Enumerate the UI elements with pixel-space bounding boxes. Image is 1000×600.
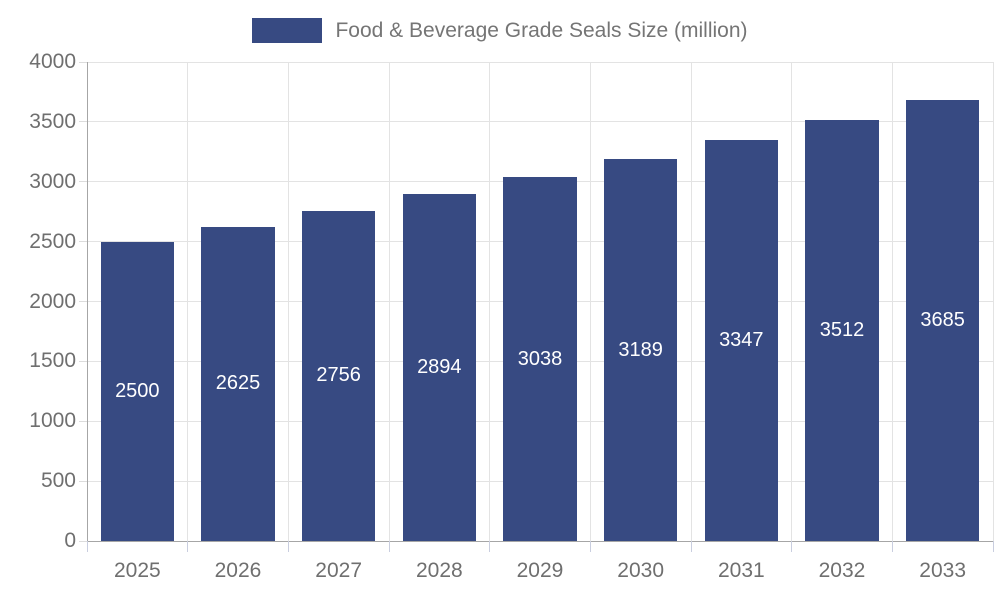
x-axis-line [87, 540, 993, 542]
v-gridline [891, 62, 893, 541]
bar-2029[interactable]: 3038 [503, 177, 577, 541]
y-tick [79, 241, 87, 243]
x-tick [992, 541, 994, 552]
legend-swatch [252, 18, 323, 43]
y-tick [79, 420, 87, 422]
y-axis-tick-label: 4000 [29, 50, 76, 73]
bar-value-label: 2894 [417, 356, 462, 379]
x-tick [690, 541, 692, 552]
legend-label: Food & Beverage Grade Seals Size (millio… [335, 18, 748, 42]
bar-2028[interactable]: 2894 [402, 194, 477, 541]
v-gridline [388, 62, 390, 541]
h-gridline [87, 61, 993, 63]
x-axis-tick-label: 2033 [919, 559, 967, 582]
y-tick [79, 181, 87, 183]
v-gridline [187, 62, 189, 541]
x-tick [791, 541, 793, 552]
y-tick [79, 480, 87, 482]
x-axis-tick-label: 2029 [516, 559, 564, 582]
v-gridline [287, 62, 289, 541]
bar-2030[interactable]: 3189 [603, 159, 678, 541]
y-tick [79, 360, 87, 362]
x-axis-tick-label: 2025 [113, 559, 161, 582]
bar-value-label: 3038 [517, 347, 563, 370]
y-axis-tick-label: 1000 [29, 409, 76, 433]
x-tick [589, 541, 591, 552]
x-axis-tick-label: 2030 [617, 559, 665, 582]
bar-2025[interactable]: 2500 [100, 241, 175, 541]
x-tick [287, 541, 289, 552]
y-axis-tick-label: 1500 [29, 349, 76, 373]
v-gridline [992, 62, 994, 541]
y-tick [79, 121, 87, 123]
x-axis-tick-label: 2031 [717, 559, 765, 582]
bar-value-label: 3512 [819, 319, 865, 342]
x-tick [187, 541, 189, 552]
y-tick [79, 61, 87, 63]
bar-2026[interactable]: 2625 [201, 226, 275, 541]
bar-2032[interactable]: 3512 [805, 120, 879, 541]
x-axis-tick-label: 2032 [818, 559, 866, 582]
bar-value-label: 3685 [920, 308, 965, 331]
x-tick [891, 541, 893, 552]
v-gridline [589, 62, 591, 541]
y-axis-tick-label: 2500 [29, 229, 76, 253]
v-gridline [690, 62, 692, 541]
x-tick [86, 541, 88, 552]
bar-2027[interactable]: 2756 [301, 210, 376, 541]
bar-value-label: 2625 [215, 372, 261, 395]
y-tick [79, 540, 87, 542]
y-tick [79, 301, 87, 302]
bar-value-label: 2500 [115, 379, 160, 402]
y-axis-tick-label: 500 [40, 469, 76, 493]
h-gridline [87, 121, 993, 123]
y-axis-tick-label: 0 [64, 529, 76, 552]
x-axis-tick-label: 2028 [415, 559, 463, 582]
x-axis-tick-label: 2027 [315, 559, 363, 582]
x-axis-tick-label: 2026 [214, 559, 262, 582]
y-axis-tick-label: 3000 [29, 169, 76, 193]
v-gridline [489, 62, 491, 541]
y-axis-tick-label: 3500 [29, 109, 76, 133]
bar-2033[interactable]: 3685 [905, 99, 980, 541]
plot-area: 2500 2625 2756 2894 3038 3189 3347 3512 3685 [79, 61, 994, 542]
y-axis-line [86, 62, 88, 541]
x-tick [489, 541, 491, 552]
bar-value-label: 2756 [316, 364, 361, 387]
legend[interactable]: Food & Beverage Grade Seals Size (millio… [0, 18, 1000, 43]
bar-value-label: 3347 [719, 329, 764, 352]
v-gridline [791, 62, 793, 541]
bar-2031[interactable]: 3347 [704, 140, 779, 541]
bar-value-label: 3189 [618, 338, 663, 361]
y-axis-tick-label: 2000 [29, 289, 76, 313]
x-tick [388, 541, 390, 552]
